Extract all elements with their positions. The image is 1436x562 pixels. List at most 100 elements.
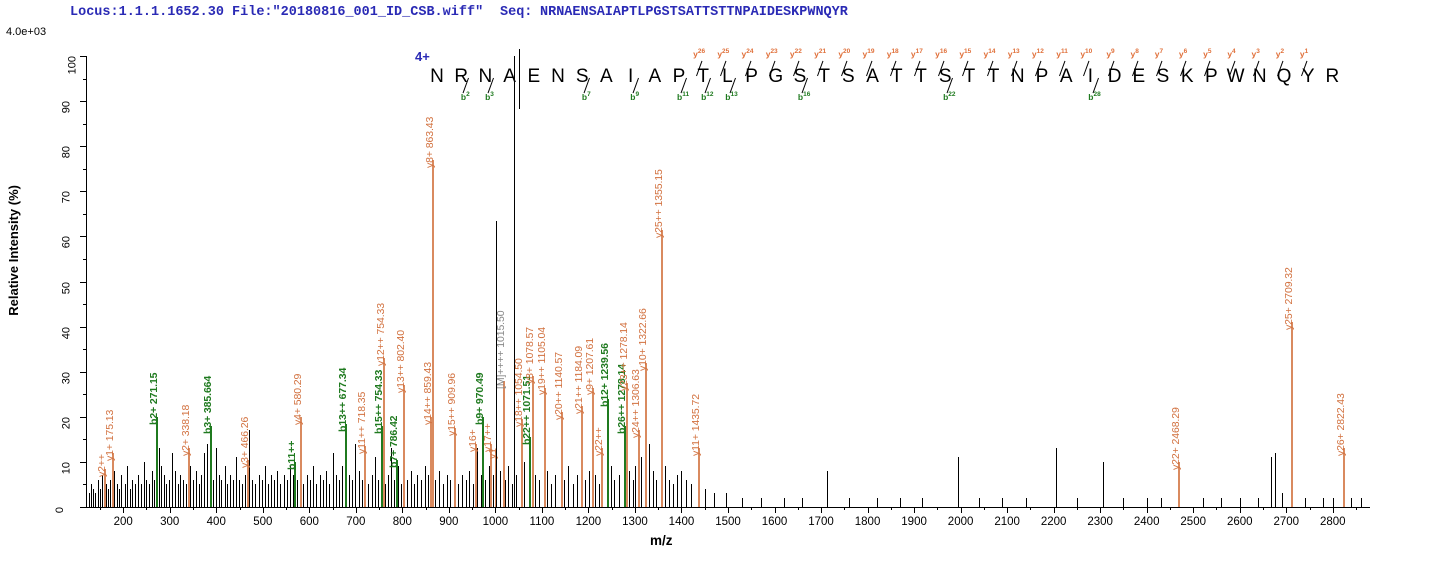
y-tick [80, 507, 86, 508]
spectrum-peak [665, 466, 667, 507]
y-ion-label: y6 [1178, 48, 1188, 59]
ladder-residue: T [697, 66, 709, 87]
ladder-residue: P [1035, 66, 1049, 87]
y-ion-label: y18 [886, 48, 899, 59]
x-tick-label: 500 [253, 516, 273, 528]
spectrum-peak [149, 484, 151, 507]
spectrum-peak [1221, 497, 1223, 507]
ladder-residue: L [722, 66, 733, 87]
x-tick-label: 700 [346, 516, 366, 528]
x-tick-minor [1169, 507, 1171, 510]
x-tick [448, 507, 450, 513]
y-ion-label: y1 [1299, 48, 1309, 59]
spectrum-peak [306, 475, 308, 507]
spectrum-peak [201, 475, 203, 507]
spectrum-peak [129, 488, 131, 507]
spectrum-peak [94, 493, 96, 507]
x-tick [1007, 507, 1009, 513]
x-tick-minor [1076, 507, 1078, 510]
spectrum-peak [329, 484, 331, 507]
sequence-label: Seq: [500, 5, 533, 20]
mass-spectrum-plot[interactable]: y2++ y1+ 175.13 b2+ 271.15 y2+ 338.18 b3+ 38… [86, 56, 1362, 507]
y-tick [80, 101, 86, 103]
y-ion-label: y17 [910, 48, 923, 59]
spectrum-peak [524, 461, 526, 507]
spectrum-peak [1275, 452, 1277, 507]
ladder-residue: P [672, 66, 686, 87]
spectrum-peak [555, 475, 557, 507]
x-tick-label: 1000 [482, 516, 509, 528]
spectrum-peak [127, 466, 129, 507]
spectrum-peak [326, 470, 328, 507]
spectrum-peak [598, 484, 600, 507]
ladder-residue: E [527, 66, 541, 87]
ladder-residue: P [745, 66, 758, 87]
spectrum-peak [154, 479, 156, 507]
spectrum-peak [361, 479, 363, 507]
spectrum-peak [900, 497, 902, 507]
spectrum-peak [397, 466, 399, 507]
peak-label: y2+ 338.18 [179, 405, 192, 457]
spectrum-peak [1102, 461, 1104, 507]
spectrum-peak [572, 484, 574, 507]
spectrum-peak [410, 470, 412, 507]
ladder-residue: N [1252, 66, 1267, 87]
spectrum-peak [245, 475, 247, 507]
ladder-residue: I [627, 66, 634, 87]
x-tick-minor [1030, 507, 1032, 510]
y-ion-label: y4 [1227, 48, 1236, 59]
spectrum-peak [516, 475, 518, 507]
ladder-residue: A [1059, 66, 1073, 87]
x-tick-minor [332, 507, 334, 510]
ladder-residue: S [842, 66, 855, 87]
x-tick-minor [890, 507, 892, 510]
spectrum-peak [352, 479, 354, 507]
y-tick-label: 80 [60, 146, 73, 159]
spectrum-peak [1123, 497, 1125, 507]
peak-label: y23++ 1278.14 [617, 322, 630, 391]
annotated-peak [382, 358, 385, 507]
spectrum-peak [283, 475, 285, 507]
y-tick-minor [83, 78, 86, 80]
intensity-scale-label: 4.0e+03 [6, 26, 47, 38]
x-tick-minor [1309, 507, 1311, 510]
spectrum-peak [160, 466, 162, 507]
spectrum-peak [492, 475, 494, 507]
spectrum-peak [539, 479, 541, 507]
spectrum-peak [1304, 497, 1306, 507]
spectrum-peak [274, 479, 276, 507]
x-tick-label: 2300 [1087, 516, 1113, 528]
x-tick-label: 1500 [715, 516, 741, 528]
ladder-residue: S [793, 66, 807, 87]
x-tick-minor [937, 507, 939, 510]
y-ion-label: y23 [765, 48, 778, 59]
spectrum-peak [564, 479, 566, 507]
x-tick-label: 1300 [622, 516, 648, 528]
spectrum-peak [230, 475, 232, 507]
ladder-residue: Q [1276, 66, 1292, 87]
annotated-peak [481, 416, 484, 507]
x-tick-minor [658, 507, 660, 510]
x-tick [262, 507, 264, 513]
spectrum-peak [290, 466, 292, 507]
spectrum-peak [435, 479, 437, 507]
spectrum-peak [585, 479, 587, 507]
spectrum-peak [255, 484, 257, 507]
y-tick-label: 100 [66, 56, 79, 75]
annotated-peak [660, 229, 663, 507]
y-axis-ticks: 0 10 20 30 40 50 60 70 80 90 100 [16, 56, 86, 513]
spectrum-peak [106, 484, 107, 507]
spectrum-peak [614, 479, 616, 507]
peak-label: y20++ 1140.57 [552, 352, 565, 421]
y-tick-minor [83, 304, 86, 306]
spectrum-peak [480, 475, 482, 507]
x-tick [588, 507, 590, 513]
spectrum-peak [632, 479, 634, 507]
ladder-residue: T [890, 66, 903, 87]
spectrum-peak [442, 484, 444, 507]
spectrum-peak [108, 488, 110, 507]
peak-label: y12++ 754.33 [374, 303, 387, 367]
annotated-peak [364, 446, 367, 507]
spectrum-peak [248, 430, 250, 507]
spectrum-peak [1055, 448, 1057, 507]
